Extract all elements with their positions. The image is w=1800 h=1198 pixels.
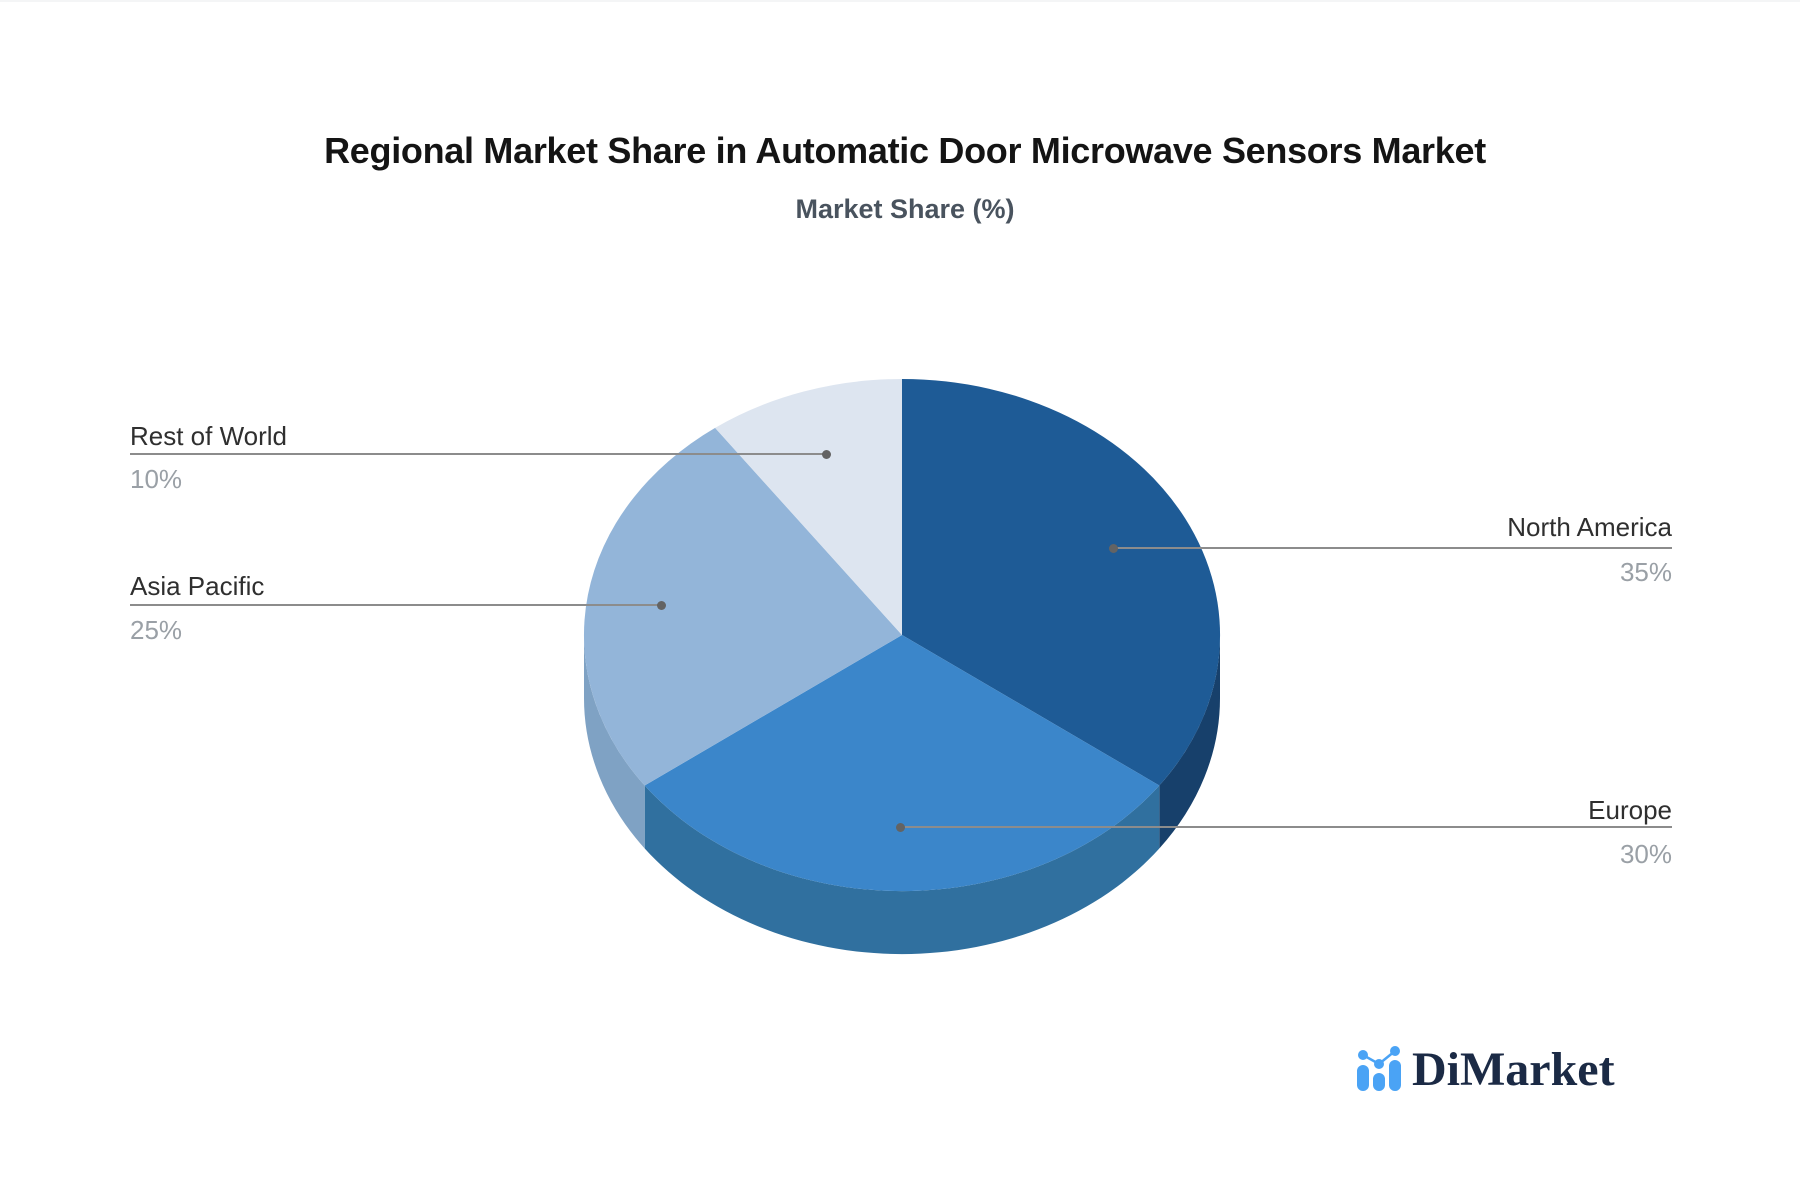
chart-title: Regional Market Share in Automatic Door …: [324, 130, 1486, 171]
logo: DiMarket: [1353, 1042, 1693, 1112]
callout-line-north-america: [1114, 547, 1672, 549]
callout-line-rest-of-world: [130, 453, 827, 455]
pie-side-north-america: [1159, 635, 1220, 849]
chart-subtitle: Market Share (%): [795, 194, 1015, 224]
callout-dot-asia-pacific: [657, 601, 666, 610]
callout-line-asia-pacific: [130, 604, 662, 606]
callout-label-europe: Europe: [1588, 795, 1672, 825]
callout-dot-europe: [896, 823, 905, 832]
callout-value-asia-pacific: 25%: [130, 615, 183, 645]
logo-text: DiMarket: [1412, 1043, 1615, 1096]
pie-slice-north-america: [902, 379, 1221, 786]
bar-line-chart-icon: [1357, 1046, 1401, 1091]
callout-label-rest-of-world: Rest of World: [130, 421, 288, 451]
callout-label-north-america: North America: [1507, 512, 1672, 542]
callout-line-europe: [901, 826, 1672, 828]
pie-slice-rest-of-world: [715, 379, 902, 635]
pie-side-europe: [644, 785, 1160, 955]
callout-dot-north-america: [1109, 544, 1118, 553]
callout-value-rest-of-world: 10%: [130, 464, 183, 494]
pie-slice-asia-pacific: [583, 427, 902, 786]
pie-side-asia-pacific: [584, 635, 645, 849]
callout-dot-rest-of-world: [822, 450, 831, 459]
callout-label-asia-pacific: Asia Pacific: [130, 571, 265, 601]
callout-value-europe: 30%: [1619, 839, 1672, 869]
callout-value-north-america: 35%: [1619, 557, 1672, 587]
